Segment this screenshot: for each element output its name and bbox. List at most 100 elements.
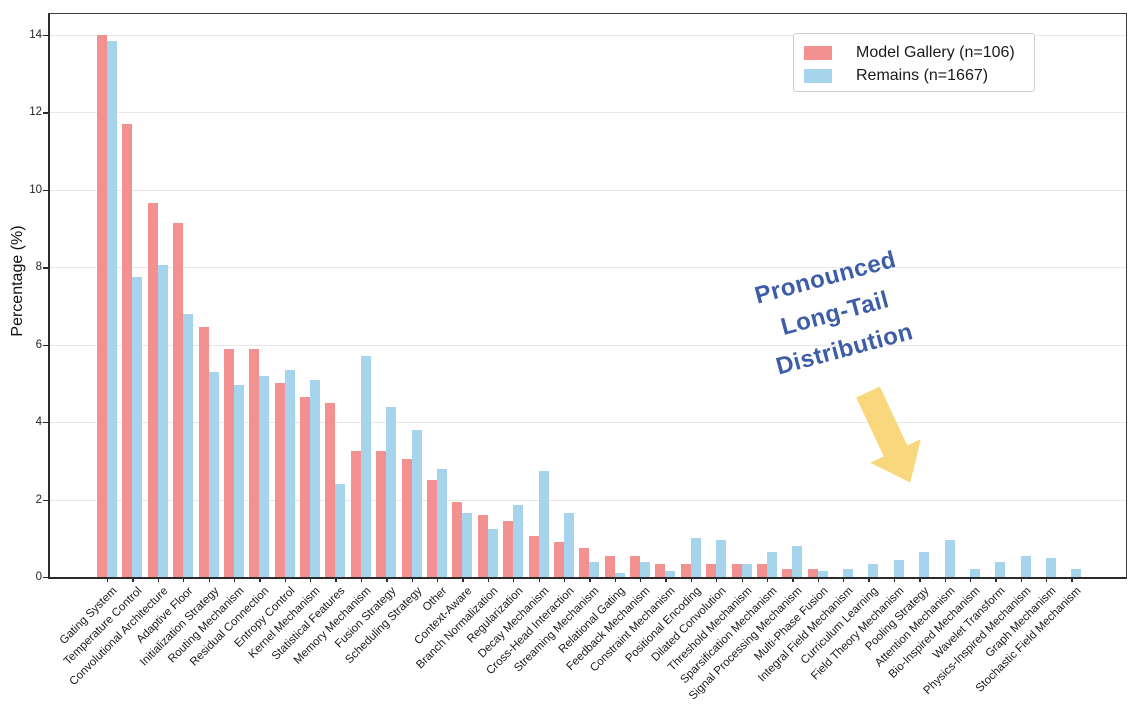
bar-remains (462, 513, 473, 577)
bar-model-gallery (528, 536, 539, 577)
bar-remains (208, 371, 219, 577)
x-tick (386, 577, 388, 582)
legend-label-remains: Remains (n=1667) (856, 66, 989, 84)
x-tick (817, 577, 819, 582)
bar-remains (1020, 555, 1031, 577)
x-tick (132, 577, 134, 582)
x-tick (843, 577, 845, 582)
bar-model-gallery (630, 555, 640, 577)
x-tick (335, 577, 337, 582)
gridline (48, 344, 1126, 346)
gridline (48, 267, 1126, 269)
y-tick-label: 0 (35, 571, 42, 583)
bar-remains (132, 277, 143, 577)
x-tick (741, 577, 743, 582)
legend-label-model-gallery: Model Gallery (n=106) (856, 43, 1015, 61)
bar-remains (183, 313, 194, 577)
bar-model-gallery (376, 451, 387, 577)
y-tick (43, 499, 48, 501)
y-tick (43, 35, 48, 37)
bar-remains (233, 385, 244, 577)
x-tick (259, 577, 261, 582)
bar-remains (1071, 569, 1082, 577)
bar-remains (513, 505, 524, 577)
x-tick (183, 577, 185, 582)
gridline (48, 499, 1126, 501)
x-tick (1046, 577, 1048, 582)
bar-remains (107, 40, 117, 577)
bar-model-gallery (325, 402, 336, 577)
bar-remains (436, 468, 447, 577)
bar-model-gallery (122, 124, 133, 577)
bar-remains (157, 265, 168, 577)
y-axis-spine (48, 13, 50, 577)
bar-model-gallery (173, 222, 184, 577)
bar-remains (589, 561, 600, 577)
x-tick (538, 577, 540, 582)
bar-remains (868, 563, 879, 577)
gridline (48, 35, 1126, 36)
bar-remains (310, 379, 320, 577)
bar-remains (360, 356, 371, 577)
gridline (48, 189, 1126, 191)
legend-row-remains: Remains (n=1667) (804, 64, 1024, 87)
bar-remains (741, 563, 752, 577)
bar-model-gallery (604, 555, 615, 577)
legend-swatch-remains-icon (804, 68, 832, 83)
x-tick (995, 577, 997, 582)
y-tick-label: 10 (29, 183, 42, 196)
bar-model-gallery (198, 327, 209, 577)
x-tick (766, 577, 769, 582)
bar-remains (386, 406, 397, 577)
bar-model-gallery (756, 563, 767, 577)
bar-model-gallery (655, 563, 666, 577)
bar-remains (284, 369, 295, 577)
y-tick (43, 267, 48, 269)
gridline (48, 112, 1126, 114)
bar-model-gallery (223, 348, 234, 577)
x-tick (893, 577, 896, 582)
y-tick-label: 12 (29, 106, 42, 119)
x-tick (411, 577, 413, 582)
bar-model-gallery (249, 348, 260, 577)
x-tick (792, 577, 794, 582)
bar-model-gallery (350, 451, 361, 577)
x-tick (436, 577, 439, 582)
y-tick (43, 577, 48, 579)
bar-remains (792, 546, 803, 577)
bar-model-gallery (807, 569, 818, 577)
bar-remains (817, 571, 828, 577)
bar-model-gallery (401, 458, 412, 577)
x-tick (919, 577, 921, 582)
bar-model-gallery (97, 35, 107, 577)
bar-model-gallery (579, 548, 590, 577)
x-tick (157, 577, 160, 582)
bar-remains (411, 429, 422, 577)
bar-remains (640, 561, 650, 577)
x-axis-spine (48, 577, 1126, 579)
x-tick (1020, 577, 1023, 582)
x-tick (690, 577, 693, 582)
x-tick (310, 577, 312, 582)
bar-model-gallery (680, 563, 691, 577)
x-tick (969, 577, 972, 582)
x-tick (716, 577, 718, 582)
bar-remains (665, 571, 676, 577)
bar-remains (843, 569, 853, 577)
y-tick (43, 344, 48, 347)
y-tick-label: 2 (35, 493, 42, 506)
x-tick (589, 577, 591, 582)
bar-model-gallery (274, 383, 285, 577)
x-tick (1071, 577, 1073, 582)
bar-remains (563, 513, 574, 577)
top-spine (48, 13, 1126, 14)
bar-remains (487, 528, 498, 577)
x-tick (462, 577, 464, 582)
y-axis-title: Percentage (%) (9, 225, 26, 337)
bar-remains (716, 540, 727, 577)
y-tick-label: 8 (35, 261, 42, 274)
bar-model-gallery (452, 501, 463, 577)
x-tick (640, 577, 642, 582)
